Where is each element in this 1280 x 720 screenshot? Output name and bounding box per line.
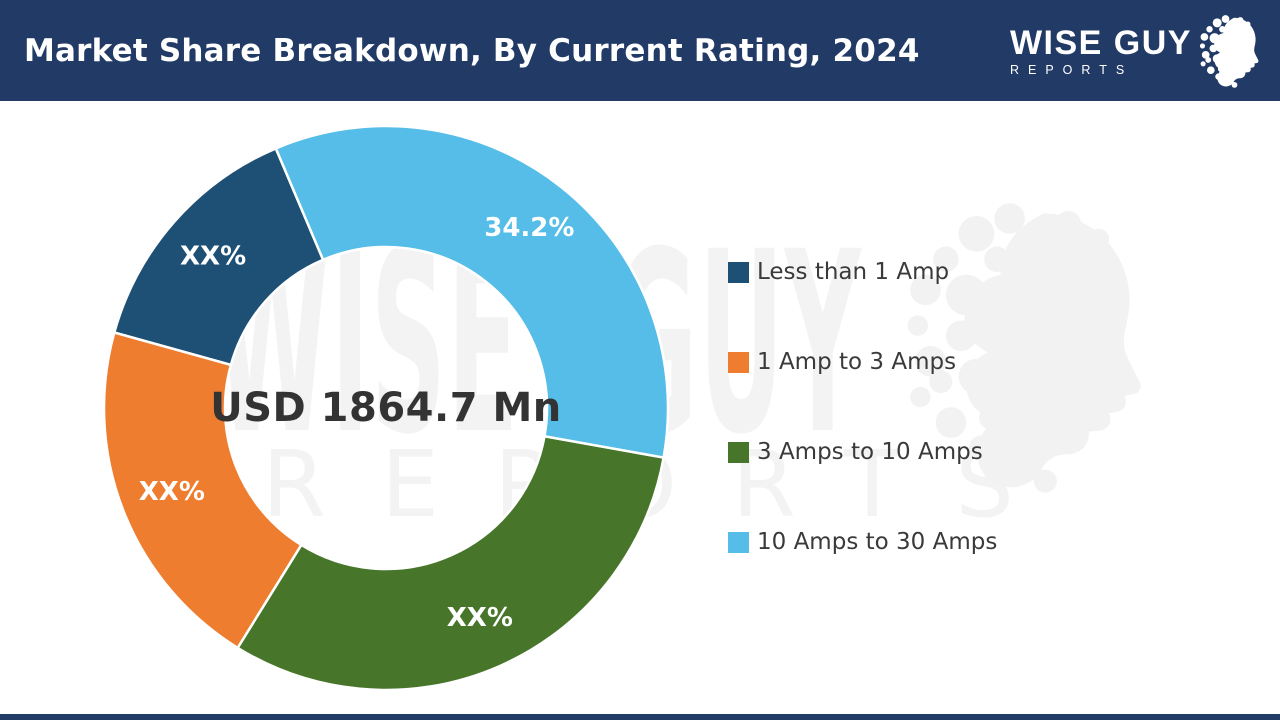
donut-slice-0 (112, 146, 325, 367)
legend-swatch (728, 351, 749, 373)
legend-label: Less than 1 Amp (757, 259, 950, 285)
logo-subtext: REPORTS (1009, 62, 1134, 77)
logo-text: WISE GUY REPORTS (1010, 25, 1192, 77)
donut-slice-3 (274, 124, 670, 460)
donut-chart: XX% XX% XX% 34.2% USD 1864.7 Mn (96, 118, 676, 698)
legend-swatch (728, 531, 749, 553)
donut-svg: XX% XX% XX% 34.2% (102, 124, 670, 692)
legend-label: 10 Amps to 30 Amps (757, 529, 998, 555)
header-bar: Market Share Breakdown, By Current Ratin… (0, 0, 1280, 101)
legend-label: 3 Amps to 10 Amps (757, 439, 983, 465)
legend-item: 1 Amp to 3 Amps (728, 349, 997, 375)
slice-label-0: XX% (180, 241, 246, 271)
wiseguy-logo: WISE GUY REPORTS (1010, 11, 1262, 91)
legend-swatch (728, 441, 749, 463)
legend-item: Less than 1 Amp (728, 259, 997, 285)
logo-wordmark: WISE GUY (1009, 23, 1192, 62)
slice-label-3: 34.2% (484, 213, 574, 243)
legend-item: 10 Amps to 30 Amps (728, 529, 998, 555)
footer-bar (0, 714, 1280, 720)
page-title: Market Share Breakdown, By Current Ratin… (24, 32, 920, 69)
legend-swatch (728, 261, 749, 283)
donut-center-value: USD 1864.7 Mn (210, 385, 562, 431)
donut-slice-2 (236, 434, 666, 692)
legend-label: 1 Amp to 3 Amps (757, 349, 957, 375)
chart-area: WISE GUY REPORTS XX% XX% XX% 34.2% USD 1864… (0, 101, 1280, 714)
logo-head-icon (1199, 14, 1259, 88)
slice-label-2: XX% (447, 603, 513, 633)
legend-item: 3 Amps to 10 Amps (728, 439, 997, 465)
donut-slice-1 (102, 331, 304, 650)
chart-legend: Less than 1 Amp 1 Amp to 3 Amps 3 Amps t… (728, 259, 998, 555)
slice-label-1: XX% (139, 477, 205, 507)
